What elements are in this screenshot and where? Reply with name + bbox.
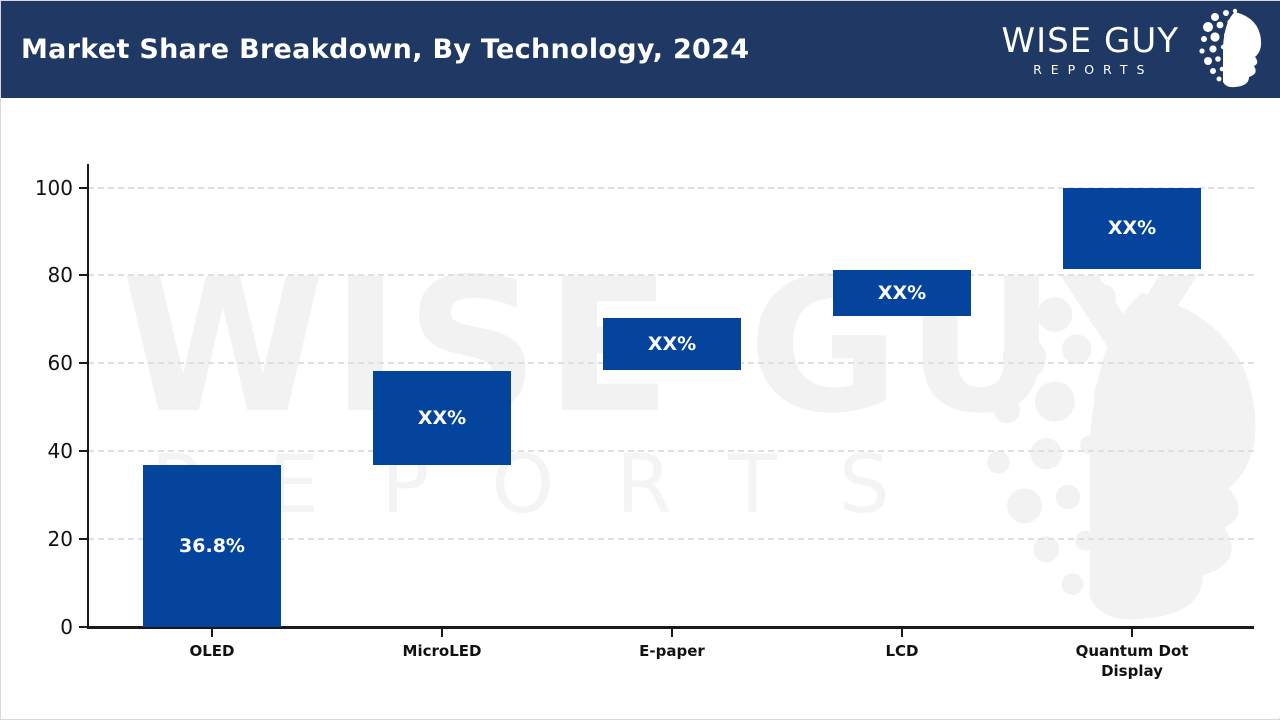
y-tick-mark [79, 186, 88, 189]
chart-title: Market Share Breakdown, By Technology, 2… [21, 34, 750, 65]
y-tick-mark [79, 626, 88, 628]
x-tick-mark [211, 629, 213, 637]
y-tick-label: 20 [47, 527, 73, 552]
bar-microled: XX% [373, 370, 511, 466]
wiseguy-logo: WISE GUY REPORTS [1001, 8, 1267, 92]
bar-value-label: XX% [647, 333, 697, 356]
y-tick-label: 60 [47, 351, 73, 376]
bar-lcd: XX% [833, 269, 971, 316]
y-tick-label: 100 [34, 175, 73, 200]
logo-wordmark: WISE GUY [1001, 21, 1179, 61]
bar-oled: 36.8% [143, 465, 281, 627]
bar-value-label: 36.8% [179, 535, 245, 558]
x-tick-label: OLED [189, 642, 235, 660]
y-tick-mark [79, 538, 88, 541]
y-tick-label: 80 [47, 263, 73, 288]
bar-value-label: XX% [877, 281, 927, 304]
bar-value-label: XX% [1107, 217, 1157, 240]
x-tick-mark [901, 629, 903, 637]
y-tick-mark [79, 274, 88, 277]
gridline [88, 538, 1254, 541]
chart-body: WISE GUY REPORTS 0 20 40 60 80 100 36.8% OLED XX… [1, 98, 1280, 718]
gridline [88, 274, 1254, 277]
bar-value-label: XX% [417, 407, 467, 430]
x-tick-mark [1131, 629, 1133, 637]
x-axis-spine [87, 626, 1254, 629]
gridline [88, 450, 1254, 453]
y-tick-mark [79, 450, 88, 453]
x-tick-label: LCD [885, 642, 919, 660]
y-tick-label: 40 [47, 439, 73, 464]
logo-face-icon [1199, 8, 1262, 87]
logo-subtext: REPORTS [1033, 62, 1154, 77]
watermark: WISE GUY REPORTS [1, 98, 1280, 718]
x-tick-label: Quantum Dot Display [1075, 642, 1189, 681]
x-tick-label: E-paper [639, 642, 705, 660]
logo-text: WISE GUY REPORTS [1001, 24, 1179, 77]
y-axis-spine [87, 164, 89, 629]
header: Market Share Breakdown, By Technology, 2… [1, 1, 1280, 98]
watermark-face-icon [987, 284, 1256, 620]
y-tick-mark [79, 362, 88, 365]
x-tick-mark [671, 629, 673, 637]
bar-quantum-dot-display: XX% [1063, 187, 1201, 270]
gridline [88, 186, 1254, 189]
x-tick-label: MicroLED [402, 642, 482, 660]
y-tick-label: 0 [60, 615, 73, 639]
x-tick-mark [441, 629, 443, 637]
bar-e-paper: XX% [603, 318, 741, 370]
